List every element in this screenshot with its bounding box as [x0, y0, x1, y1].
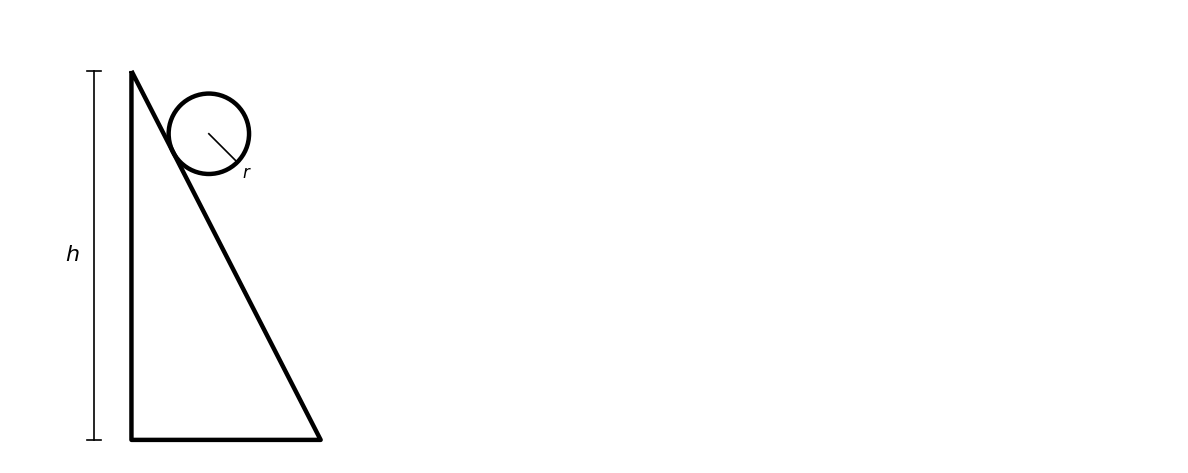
- Text: $r$: $r$: [242, 165, 252, 182]
- Text: $h$: $h$: [65, 245, 80, 266]
